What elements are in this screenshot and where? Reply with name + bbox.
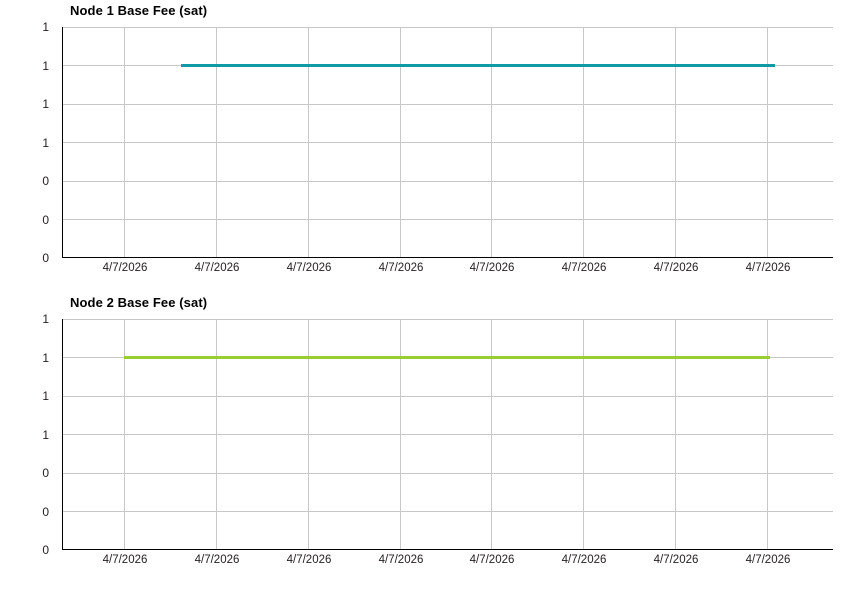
- x-tick-label: 4/7/2026: [378, 554, 424, 566]
- plot-svg: [62, 319, 833, 550]
- y-tick-label: 1: [42, 135, 49, 150]
- y-tick-label: 0: [42, 543, 49, 557]
- y-tick-label: 1: [42, 312, 49, 326]
- y-axis-spine: [62, 319, 63, 550]
- x-tick-label: 4/7/2026: [469, 554, 515, 566]
- x-axis-labels: 4/7/2026 4/7/2026 4/7/2026 4/7/2026 4/7/…: [0, 262, 860, 282]
- x-tick-label: 4/7/2026: [561, 554, 607, 566]
- y-axis-spine: [62, 27, 63, 258]
- chart-title: Node 1 Base Fee (sat): [70, 3, 208, 18]
- x-tick-label: 4/7/2026: [745, 554, 791, 566]
- x-tick-label: 4/7/2026: [653, 262, 699, 274]
- x-tick-label: 4/7/2026: [469, 262, 515, 274]
- chart-panel-node-1: Node 1 Base Fee (sat) 1 1 1 1 0 0 0: [0, 0, 860, 290]
- plot-svg: [62, 27, 833, 258]
- y-tick-label: 1: [42, 427, 49, 442]
- x-tick-label: 4/7/2026: [102, 262, 148, 274]
- y-tick-label: 1: [42, 20, 49, 34]
- plot-area: [62, 27, 833, 258]
- x-tick-label: 4/7/2026: [286, 262, 332, 274]
- x-tick-label: 4/7/2026: [745, 262, 791, 274]
- y-tick-label: 1: [42, 350, 49, 365]
- x-tick-label: 4/7/2026: [378, 262, 424, 274]
- horizontal-gridlines: [62, 27, 833, 220]
- x-tick-label: 4/7/2026: [194, 554, 240, 566]
- y-axis-labels: 1 1 1 1 0 0 0: [0, 0, 62, 285]
- y-axis-labels: 1 1 1 1 0 0 0: [0, 292, 62, 577]
- y-tick-label: 1: [42, 389, 49, 403]
- y-tick-label: 1: [42, 58, 49, 73]
- y-tick-label: 0: [42, 174, 49, 188]
- x-tick-label: 4/7/2026: [194, 262, 240, 274]
- y-tick-label: 0: [42, 251, 49, 265]
- x-tick-label: 4/7/2026: [653, 554, 699, 566]
- y-tick-label: 0: [42, 504, 49, 519]
- y-tick-label: 1: [42, 97, 49, 111]
- chart-title: Node 2 Base Fee (sat): [70, 295, 208, 310]
- plot-area: [62, 319, 833, 550]
- horizontal-gridlines: [62, 319, 833, 512]
- chart-panel-node-2: Node 2 Base Fee (sat) 1 1 1 1 0 0 0: [0, 292, 860, 582]
- x-tick-label: 4/7/2026: [102, 554, 148, 566]
- x-tick-label: 4/7/2026: [286, 554, 332, 566]
- x-axis-labels: 4/7/2026 4/7/2026 4/7/2026 4/7/2026 4/7/…: [0, 554, 860, 574]
- x-tick-label: 4/7/2026: [561, 262, 607, 274]
- y-tick-label: 0: [42, 212, 49, 227]
- y-tick-label: 0: [42, 466, 49, 480]
